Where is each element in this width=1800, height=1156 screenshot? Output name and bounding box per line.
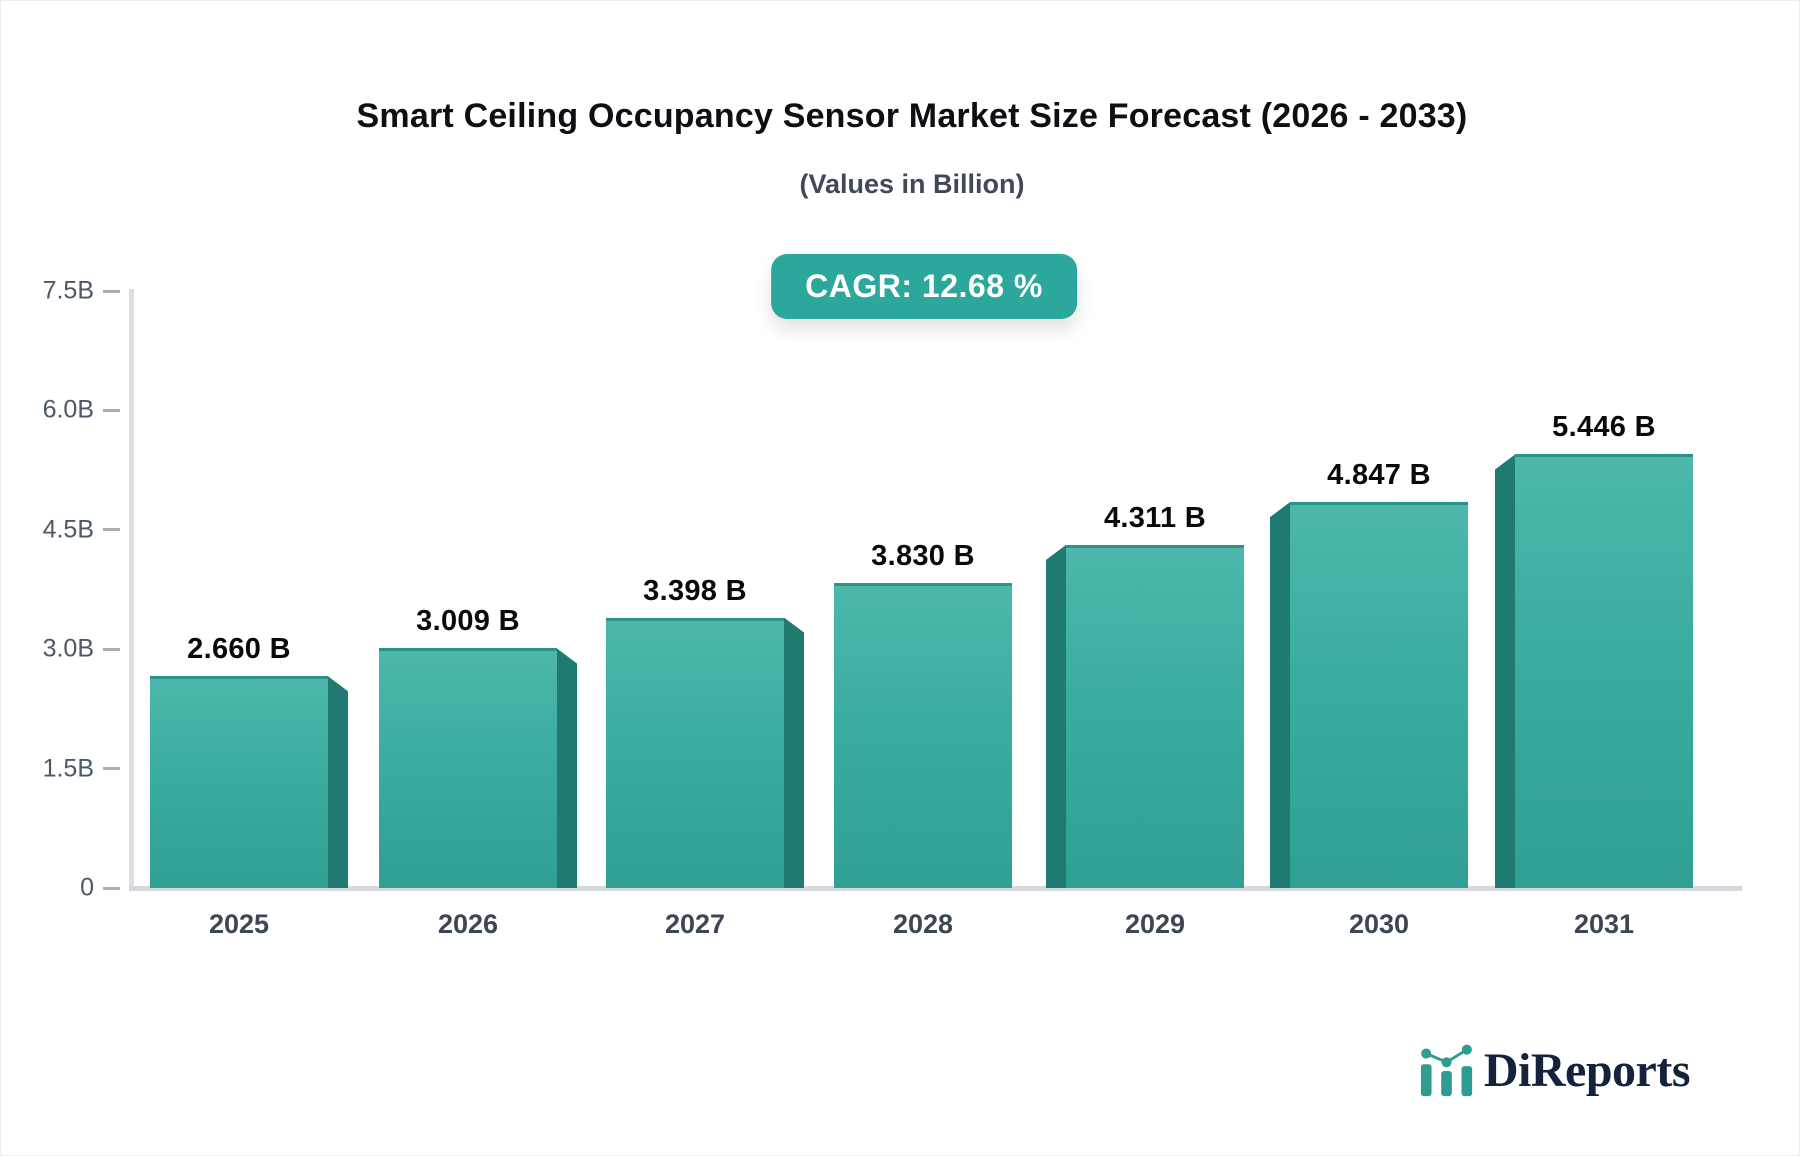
- x-axis-label-2025: 2025: [208, 909, 270, 939]
- bar-side-2030: [1270, 502, 1290, 888]
- bar-2030: [1290, 502, 1468, 888]
- bar-value-label-2031: 5.446 B: [1552, 411, 1656, 444]
- y-axis-tick-0: [103, 886, 120, 890]
- bar-side-2026: [557, 648, 577, 888]
- y-axis-tick-4.5B: [103, 528, 120, 532]
- bar-side-2027: [784, 617, 804, 888]
- y-axis-label-1.5B: 1.5B: [42, 754, 94, 783]
- y-axis-label-6.0B: 6.0B: [42, 395, 94, 424]
- bar-side-2025: [328, 676, 348, 888]
- direports-logo-text: DiReports: [1483, 1043, 1691, 1097]
- x-axis-label-2027: 2027: [664, 909, 726, 939]
- y-axis-label-0: 0: [80, 873, 94, 902]
- bar-2027: [606, 617, 784, 888]
- x-axis-label-2030: 2030: [1348, 909, 1410, 939]
- bar-2029: [1066, 544, 1244, 888]
- chart-title: Smart Ceiling Occupancy Sensor Market Si…: [356, 97, 1468, 135]
- chart-subtitle: (Values in Billion): [799, 169, 1025, 199]
- y-axis-label-4.5B: 4.5B: [42, 515, 94, 544]
- direports-logo: DiReports: [1418, 1041, 1691, 1099]
- bar-2026: [379, 648, 557, 888]
- x-axis-label-2028: 2028: [892, 909, 954, 939]
- cagr-badge: CAGR: 12.68 %: [771, 254, 1077, 319]
- bar-2025: [150, 676, 328, 888]
- y-axis-line: [129, 289, 134, 889]
- bar-value-label-2030: 4.847 B: [1327, 459, 1431, 492]
- x-axis-label-2029: 2029: [1124, 909, 1186, 939]
- bar-value-label-2029: 4.311 B: [1103, 501, 1207, 534]
- mini-bar-chart-logo-icon: [1420, 1044, 1472, 1097]
- y-axis-tick-1.5B: [103, 767, 120, 771]
- bar-value-label-2028: 3.830 B: [871, 540, 975, 573]
- y-axis-tick-6.0B: [103, 408, 120, 412]
- y-axis-tick-3.0B: [103, 647, 120, 651]
- x-axis-line: [129, 886, 1742, 891]
- bar-value-label-2027: 3.398 B: [643, 574, 747, 607]
- bar-side-2029: [1046, 544, 1066, 888]
- bar-2028: [834, 583, 1012, 888]
- y-axis-tick-7.5B: [103, 289, 120, 293]
- y-axis-label-3.0B: 3.0B: [42, 634, 94, 663]
- bar-value-label-2025: 2.660 B: [187, 633, 291, 666]
- y-axis-label-7.5B: 7.5B: [42, 276, 94, 305]
- x-axis-label-2031: 2031: [1573, 909, 1635, 939]
- x-axis-label-2026: 2026: [437, 909, 499, 939]
- bar-side-2031: [1495, 454, 1515, 888]
- bar-2031: [1515, 454, 1693, 888]
- bar-value-label-2026: 3.009 B: [416, 605, 520, 638]
